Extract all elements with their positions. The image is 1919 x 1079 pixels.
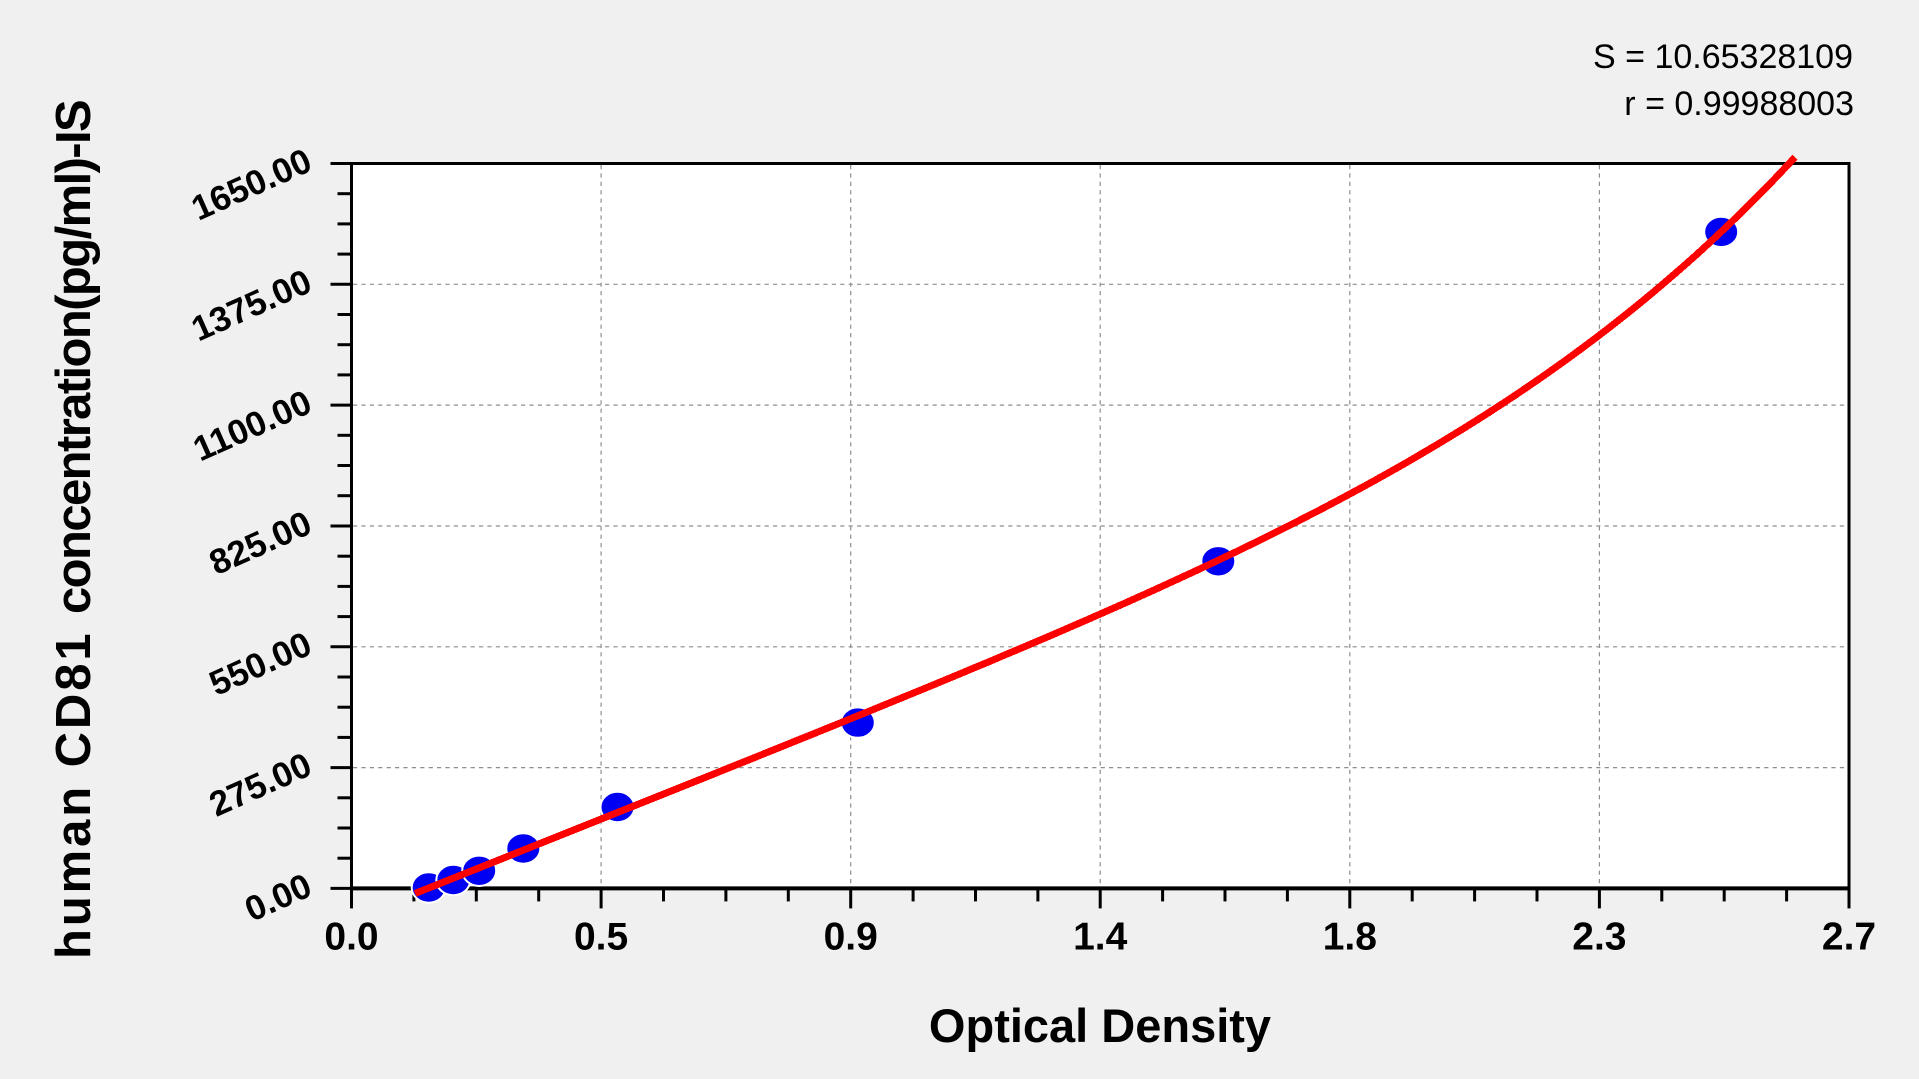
svg-text:0.9: 0.9 [824, 916, 878, 959]
svg-text:1375.00: 1375.00 [186, 262, 317, 349]
svg-text:human CD81 concentration(pg/ml: human CD81 concentration(pg/ml)-IS [47, 101, 101, 959]
svg-text:825.00: 825.00 [204, 504, 318, 583]
svg-text:Optical Density: Optical Density [929, 999, 1271, 1052]
svg-text:550.00: 550.00 [204, 624, 318, 703]
svg-text:0.5: 0.5 [574, 916, 628, 959]
svg-text:0.0: 0.0 [324, 916, 378, 959]
svg-text:1650.00: 1650.00 [186, 141, 317, 228]
svg-text:1.4: 1.4 [1073, 916, 1128, 959]
svg-text:2.3: 2.3 [1572, 916, 1626, 959]
svg-text:S = 10.65328109: S = 10.65328109 [1593, 38, 1853, 76]
svg-text:r = 0.99988003: r = 0.99988003 [1624, 85, 1854, 123]
svg-text:0.00: 0.00 [239, 866, 317, 929]
svg-text:1.8: 1.8 [1323, 916, 1377, 959]
svg-text:275.00: 275.00 [204, 745, 318, 824]
svg-text:1100.00: 1100.00 [188, 383, 318, 469]
svg-text:2.7: 2.7 [1822, 916, 1876, 959]
